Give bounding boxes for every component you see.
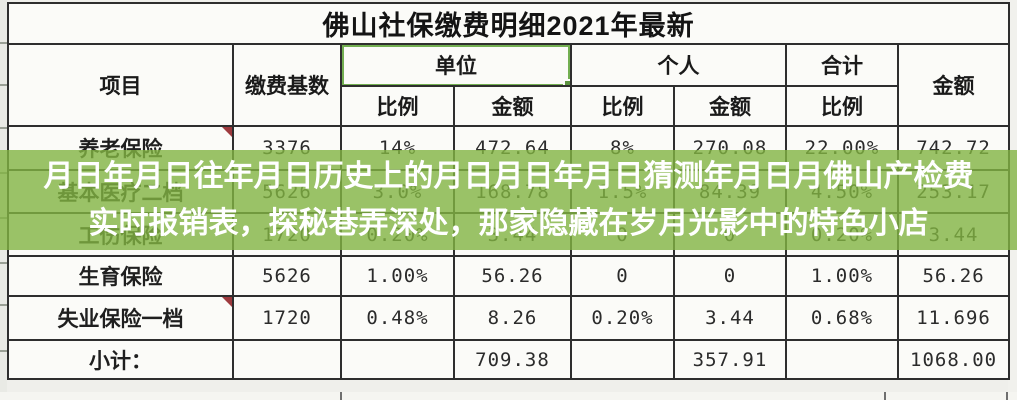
- empty-cell: [785, 339, 899, 380]
- gridline-tick: [0, 127, 7, 129]
- gridline-tick: [0, 304, 7, 306]
- header-amount: 金额: [896, 43, 1011, 127]
- subtotal-unit-amt: 709.38: [453, 339, 572, 380]
- gridline-tick: [0, 42, 7, 44]
- header-personal-amount: 金额: [673, 85, 787, 127]
- table-row-unemployment: 失业保险一档 1720 0.48% 8.26 0.20% 3.44 0.68% …: [7, 295, 1011, 341]
- caption-line-2: 实时报销表，探秘巷弄深处，那家隐藏在岁月光影中的特色小店: [88, 207, 929, 240]
- gridline-tick: [0, 262, 7, 264]
- cell-personal-rate: 0.20%: [570, 295, 675, 341]
- cell-unit-amt: 8.26: [453, 295, 572, 341]
- sheet-bottom-sliver: [0, 392, 1017, 400]
- cell-base: 5626: [232, 255, 342, 297]
- empty-cell: [232, 339, 342, 380]
- cell-total-rate: 1.00%: [785, 255, 899, 297]
- table-row-maternity: 生育保险 5626 1.00% 56.26 0 0 1.00% 56.26: [7, 255, 1011, 297]
- selection-fill-handle: [563, 79, 569, 84]
- header-unit-amount: 金额: [453, 85, 572, 127]
- subtotal-amount: 1068.00: [896, 339, 1011, 380]
- cell-base: 1720: [232, 295, 342, 341]
- empty-cell: [570, 339, 675, 380]
- subtotal-label: 小计：: [7, 339, 234, 380]
- cell-personal-rate: 0: [570, 255, 675, 297]
- gridline-tick: [1006, 392, 1008, 400]
- cell-personal-amt: 3.44: [673, 295, 787, 341]
- header-personal-rate: 比例: [570, 85, 675, 127]
- header-unit-rate: 比例: [340, 85, 455, 127]
- header-unit-selected-cell: 单位: [340, 43, 572, 87]
- gridline-tick: [884, 392, 886, 400]
- row-label: 失业保险一档: [7, 295, 234, 341]
- header-personal: 个人: [570, 43, 787, 87]
- cell-amount: 11.696: [896, 295, 1011, 341]
- subtotal-personal-amt: 357.91: [673, 339, 787, 380]
- header-total: 合计: [785, 43, 899, 87]
- cell-personal-amt: 0: [673, 255, 787, 297]
- caption-line-1: 月日年月日往年月日历史上的月日月日年月日猜测年月日月佛山产检费: [43, 160, 974, 193]
- title-row: 佛山社保缴费明细2021年最新: [6, 2, 1011, 45]
- gridline-tick: [0, 84, 7, 86]
- row-label: 生育保险: [7, 255, 234, 297]
- header-unit-label: 单位: [435, 55, 477, 78]
- gridline-tick: [0, 350, 7, 352]
- header-group-row: 项目 缴费基数 单位 个人 合计 金额: [7, 43, 1011, 127]
- header-sub-row: 比例 金额 比例 金额 比例: [8, 85, 1009, 127]
- empty-cell: [340, 339, 455, 380]
- header-base: 缴费基数: [232, 43, 342, 127]
- cell-unit-rate: 1.00%: [340, 255, 455, 297]
- table-row-subtotal: 小计： 709.38 357.91 1068.00: [7, 339, 1011, 380]
- table-title: 佛山社保缴费明细2021年最新: [6, 2, 1011, 45]
- cell-unit-amt: 56.26: [453, 255, 572, 297]
- cell-amount: 56.26: [896, 255, 1011, 297]
- cell-total-rate: 0.68%: [785, 295, 899, 341]
- header-project: 项目: [7, 43, 234, 127]
- cell-unit-rate: 0.48%: [340, 295, 455, 341]
- gridline-tick: [340, 392, 342, 400]
- caption-banner: 月日年月日往年月日历史上的月日月日年月日猜测年月日月佛山产检费 实时报销表，探秘…: [0, 150, 1017, 250]
- header-total-rate: 比例: [785, 85, 899, 127]
